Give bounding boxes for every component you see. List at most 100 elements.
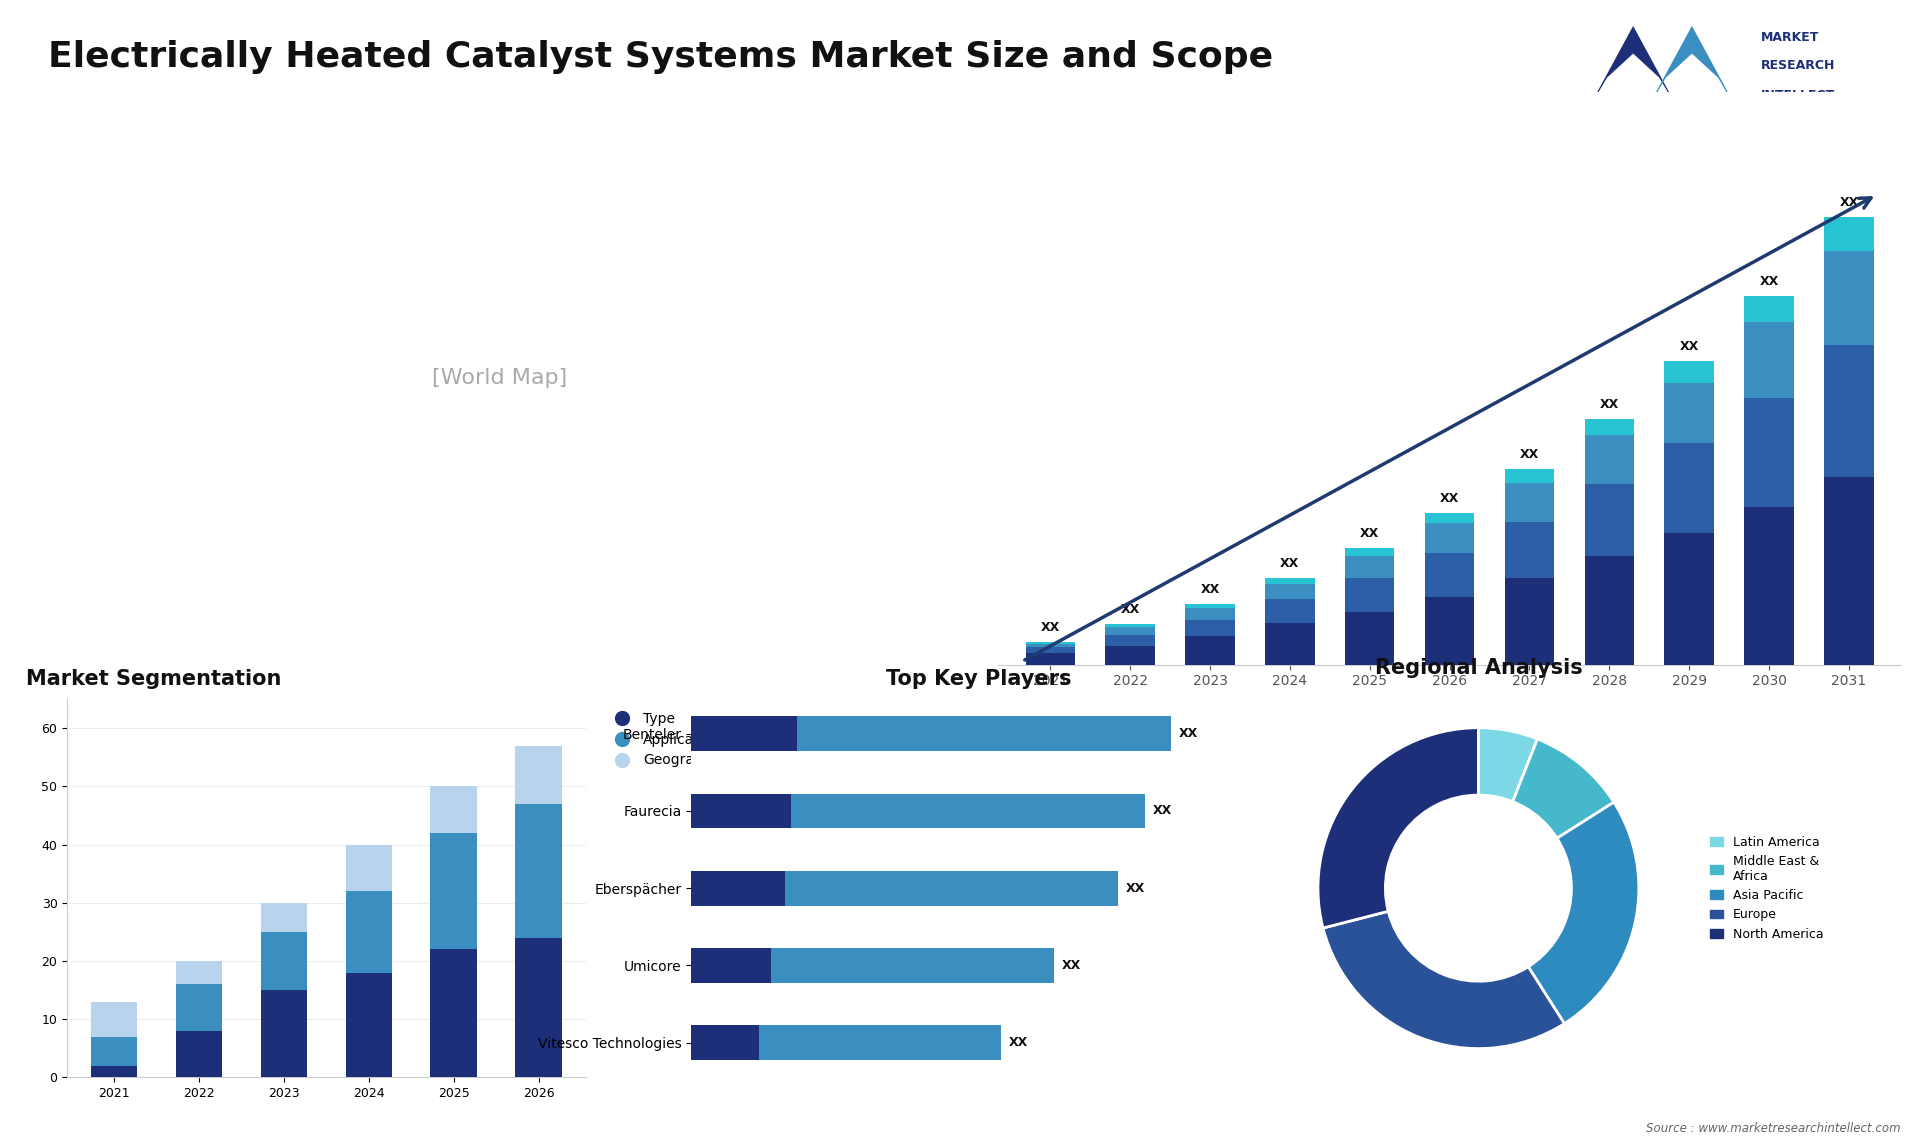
Bar [1106, 627, 1156, 635]
Bar [1106, 635, 1156, 646]
Bar [1185, 609, 1235, 620]
Bar [1346, 612, 1394, 665]
Title: Regional Analysis: Regional Analysis [1375, 658, 1582, 677]
Bar [1106, 625, 1156, 627]
Text: XX: XX [1179, 727, 1198, 740]
Text: XX: XX [1759, 275, 1778, 288]
Text: XX: XX [1041, 621, 1060, 634]
Wedge shape [1528, 802, 1640, 1023]
Bar [1185, 636, 1235, 665]
Bar [1743, 398, 1793, 507]
Bar [430, 833, 478, 949]
Bar [691, 1026, 1000, 1060]
Bar [1584, 556, 1634, 665]
Bar [90, 1066, 138, 1077]
Title: Top Key Players: Top Key Players [887, 669, 1071, 689]
Bar [175, 1030, 223, 1077]
Bar [346, 892, 392, 973]
Bar [1346, 548, 1394, 556]
Bar [1665, 361, 1715, 383]
Bar [1425, 554, 1475, 597]
Bar [175, 960, 223, 984]
Bar [691, 948, 1054, 983]
Text: XX: XX [1839, 196, 1859, 209]
Bar [1025, 647, 1075, 653]
Bar [1665, 442, 1715, 533]
Bar [1185, 620, 1235, 636]
Bar [691, 716, 797, 751]
Wedge shape [1478, 728, 1538, 802]
Text: XX: XX [1359, 527, 1379, 540]
Bar [1425, 524, 1475, 554]
Bar [515, 746, 563, 803]
Bar [1265, 579, 1315, 584]
Text: XX: XX [1281, 557, 1300, 570]
Bar [1346, 556, 1394, 579]
Bar [1584, 484, 1634, 556]
Bar [1185, 604, 1235, 609]
Bar [430, 949, 478, 1077]
Text: MARKET: MARKET [1761, 31, 1818, 45]
Bar [691, 793, 791, 829]
Bar [1106, 646, 1156, 665]
Bar [1425, 513, 1475, 524]
Bar [1824, 251, 1874, 345]
Text: XX: XX [1125, 881, 1144, 895]
Wedge shape [1317, 728, 1478, 928]
Bar [1505, 482, 1553, 521]
Polygon shape [1580, 26, 1686, 123]
Text: XX: XX [1680, 340, 1699, 353]
Bar [1265, 623, 1315, 665]
Bar [1824, 217, 1874, 251]
Bar [1824, 477, 1874, 665]
Text: XX: XX [1440, 493, 1459, 505]
Bar [1824, 345, 1874, 477]
Bar [691, 948, 772, 983]
Text: XX: XX [1062, 959, 1081, 972]
Bar [261, 932, 307, 990]
Circle shape [1386, 795, 1571, 981]
Text: XX: XX [1008, 1036, 1027, 1050]
Bar [1025, 644, 1075, 647]
Bar [1505, 521, 1553, 579]
Text: XX: XX [1200, 582, 1219, 596]
Bar [1665, 383, 1715, 442]
Bar [175, 984, 223, 1030]
Bar [691, 793, 1144, 829]
Bar [1025, 653, 1075, 665]
Polygon shape [1640, 26, 1743, 123]
Bar [515, 803, 563, 937]
Bar [1743, 296, 1793, 322]
Bar [691, 871, 785, 905]
Bar [1425, 597, 1475, 665]
Text: XX: XX [1599, 398, 1619, 410]
Bar [346, 845, 392, 892]
Legend: Type, Application, Geography: Type, Application, Geography [603, 706, 726, 774]
Text: INTELLECT: INTELLECT [1761, 89, 1836, 102]
Text: Source : www.marketresearchintellect.com: Source : www.marketresearchintellect.com [1645, 1122, 1901, 1135]
Bar [515, 937, 563, 1077]
Bar [261, 990, 307, 1077]
Bar [1265, 584, 1315, 599]
Bar [1665, 533, 1715, 665]
Legend: Latin America, Middle East &
Africa, Asia Pacific, Europe, North America: Latin America, Middle East & Africa, Asi… [1705, 831, 1828, 945]
Text: Electrically Heated Catalyst Systems Market Size and Scope: Electrically Heated Catalyst Systems Mar… [48, 40, 1273, 74]
Bar [90, 1002, 138, 1036]
Bar [691, 871, 1117, 905]
Bar [691, 1026, 758, 1060]
Bar [346, 973, 392, 1077]
Bar [691, 716, 1171, 751]
Bar [1584, 418, 1634, 435]
Text: XX: XX [1521, 448, 1540, 461]
Bar [1584, 435, 1634, 484]
Text: RESEARCH: RESEARCH [1761, 60, 1836, 72]
Bar [1025, 642, 1075, 644]
Bar [1743, 507, 1793, 665]
Text: XX: XX [1121, 603, 1140, 617]
Text: XX: XX [1152, 804, 1171, 817]
Bar [1505, 579, 1553, 665]
Bar [1346, 579, 1394, 612]
Bar [1265, 599, 1315, 623]
Bar [1505, 469, 1553, 482]
Bar [261, 903, 307, 932]
